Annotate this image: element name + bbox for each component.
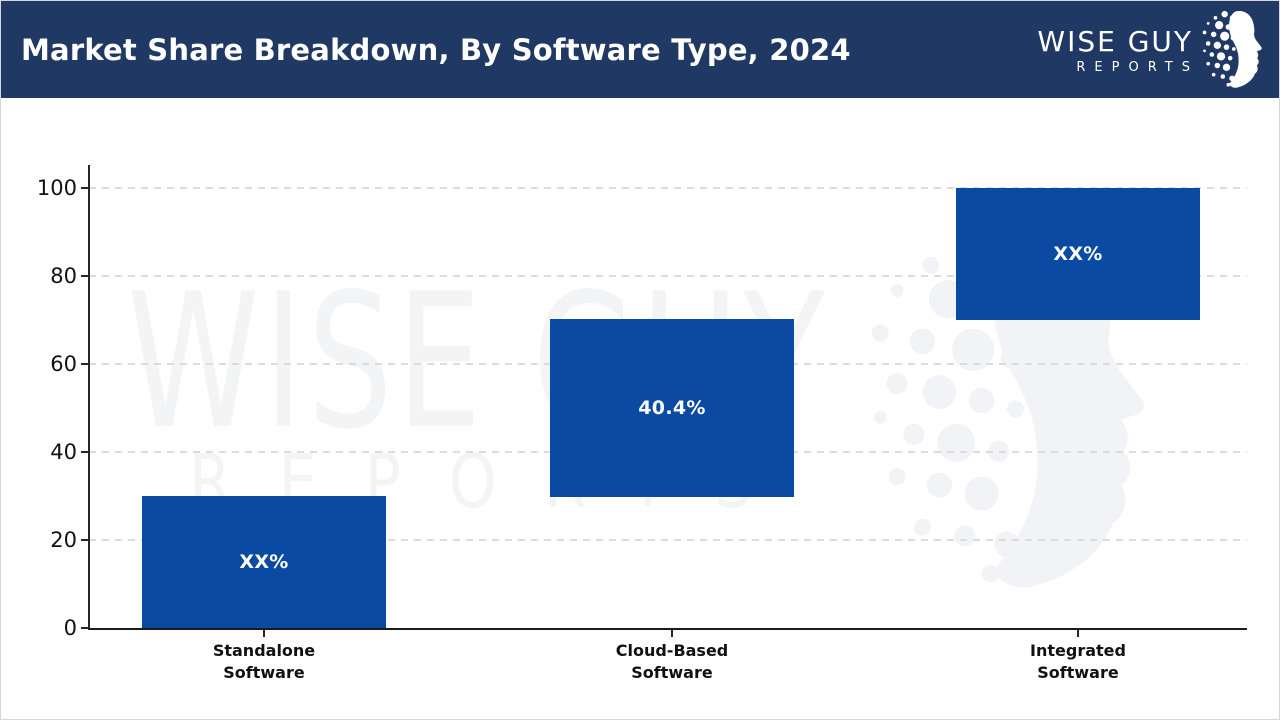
y-tick-label-20: 20 [50,528,77,552]
y-tick-label-0: 0 [63,616,77,640]
y-axis-line [88,165,90,630]
bar-standalone-software: XX% [142,496,386,628]
y-tick-label-40: 40 [50,440,77,464]
logo-face-icon [1202,10,1262,88]
x-tick-mark-1 [263,630,265,637]
bar-integrated-software: XX% [956,188,1200,320]
bar-value-label: XX% [1053,243,1103,265]
bar-cloud-based-software: 40.4% [550,319,794,497]
x-tick-mark-3 [1077,630,1079,637]
logo-wordmark: WISE GUY [1037,25,1193,58]
y-tick-mark-0 [81,627,88,629]
category-label-1: Standalone Software [212,641,316,682]
chart-title: Market Share Breakdown, By Software Type… [21,32,851,67]
logo-subtext: REPORTS [1076,60,1199,75]
wiseguy-logo: WISE GUY REPORTS [1021,1,1271,98]
category-label-2: Cloud-Based Software [615,641,729,682]
y-tick-mark-60 [81,363,88,365]
y-tick-label-80: 80 [50,264,77,288]
y-tick-mark-100 [81,187,88,189]
y-tick-mark-80 [81,275,88,277]
y-tick-label-60: 60 [50,352,77,376]
x-axis-line [88,628,1247,630]
y-tick-label-100: 100 [36,176,77,200]
x-tick-mark-2 [671,630,673,637]
category-label-3: Integrated Software [1030,641,1126,682]
gridline-20 [89,539,1247,541]
bar-value-label: 40.4% [638,396,706,419]
y-tick-mark-20 [81,539,88,541]
bar-value-label: XX% [239,551,289,573]
header-bar: Market Share Breakdown, By Software Type… [1,1,1279,98]
gridline-100 [89,187,1247,189]
y-tick-mark-40 [81,451,88,453]
gridline-80 [89,275,1247,277]
